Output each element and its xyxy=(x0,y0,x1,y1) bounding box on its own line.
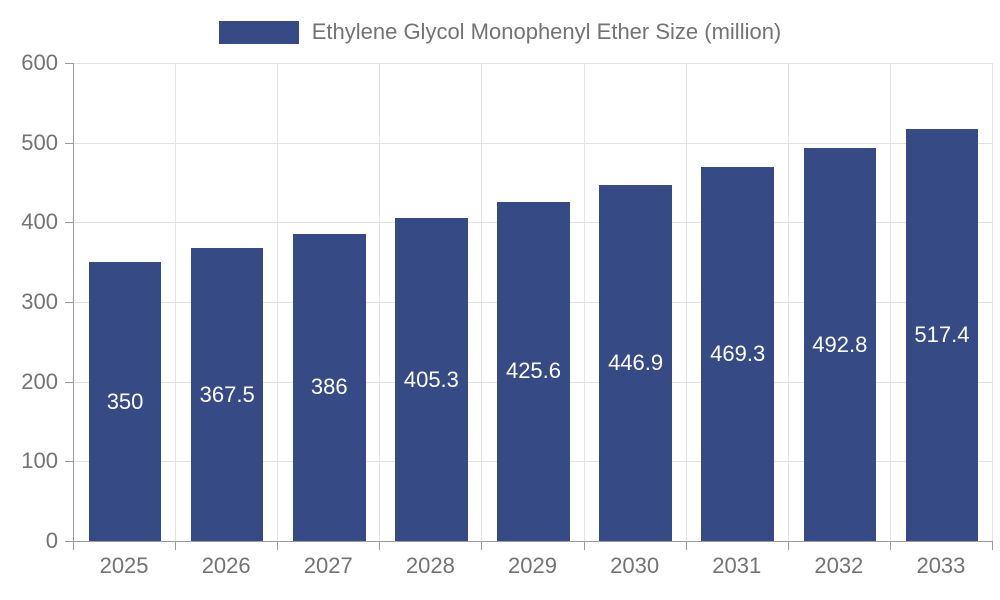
vertical-gridline xyxy=(583,63,585,541)
x-axis-tick xyxy=(379,542,381,550)
legend-swatch xyxy=(218,20,299,44)
legend-item[interactable]: Ethylene Glycol Monophenyl Ether Size (m… xyxy=(0,19,1000,45)
vertical-gridline xyxy=(685,63,687,541)
bar-value-label: 367.5 xyxy=(199,381,255,407)
vertical-gridline xyxy=(175,63,177,541)
bar-value-label: 405.3 xyxy=(403,366,459,392)
horizontal-gridline xyxy=(74,63,993,64)
y-axis-label: 200 xyxy=(21,368,58,394)
bar-band: 386 xyxy=(278,63,380,541)
y-axis-label: 600 xyxy=(21,50,58,75)
y-axis-tick xyxy=(65,142,73,144)
x-axis-tick xyxy=(277,542,279,550)
x-axis-tick xyxy=(175,542,177,550)
bar-band: 517.4 xyxy=(891,63,993,541)
bar-2031[interactable]: 469.3 xyxy=(701,167,774,541)
x-axis-tick xyxy=(583,542,585,550)
x-axis-tick xyxy=(685,542,687,550)
bar-2028[interactable]: 405.3 xyxy=(395,218,468,541)
x-axis-tick xyxy=(787,542,789,550)
x-axis-tick xyxy=(889,542,891,550)
bar-value-label: 492.8 xyxy=(812,331,868,357)
vertical-gridline xyxy=(379,63,381,541)
x-axis-label: 2029 xyxy=(508,553,557,578)
x-axis-labels: 2025 2026 2027 2028 2029 2030 2031 2032 2033 xyxy=(73,553,992,579)
x-axis-label: 2030 xyxy=(610,553,660,578)
bar-value-label: 517.4 xyxy=(914,321,970,347)
x-axis-label: 2025 xyxy=(99,553,149,578)
bar-value-label: 446.9 xyxy=(608,349,664,375)
x-axis-label: 2026 xyxy=(201,553,251,578)
bar-2029[interactable]: 425.6 xyxy=(497,201,570,541)
bar-2025[interactable]: 350 xyxy=(88,262,162,541)
bars-container: 350 367.5 386 405.3 425.6 446.9 469.3 492.8 517.… xyxy=(74,63,993,541)
y-axis-label: 500 xyxy=(21,129,58,155)
bar-band: 492.8 xyxy=(789,63,891,541)
bar-2027[interactable]: 386 xyxy=(293,233,366,541)
x-axis-label: 2028 xyxy=(405,553,455,578)
x-axis-label: 2031 xyxy=(712,553,762,578)
x-axis-tick xyxy=(73,542,74,550)
bar-value-label: 386 xyxy=(310,374,348,400)
bar-band: 446.9 xyxy=(585,63,687,541)
x-axis-label: 2032 xyxy=(814,553,864,578)
y-axis-label: 400 xyxy=(21,209,58,235)
x-axis-label: 2027 xyxy=(303,553,353,578)
bar-band: 350 xyxy=(74,63,176,541)
y-axis-tick xyxy=(65,541,73,542)
vertical-gridline xyxy=(992,63,993,541)
x-axis-label: 2033 xyxy=(916,553,966,578)
bar-value-label: 469.3 xyxy=(710,341,766,367)
y-axis-tick xyxy=(65,461,73,463)
vertical-gridline xyxy=(889,63,891,541)
vertical-gridline xyxy=(277,63,279,541)
bar-2033[interactable]: 517.4 xyxy=(905,128,979,541)
bar-band: 425.6 xyxy=(482,63,584,541)
y-axis-tick xyxy=(65,222,73,224)
bar-2026[interactable]: 367.5 xyxy=(190,248,264,541)
bar-2032[interactable]: 492.8 xyxy=(803,148,877,541)
x-axis-tick xyxy=(992,542,993,550)
bar-value-label: 350 xyxy=(106,388,144,414)
bar-band: 405.3 xyxy=(380,63,482,541)
bar-band: 367.5 xyxy=(176,63,278,541)
vertical-gridline xyxy=(787,63,789,541)
x-axis-tick xyxy=(481,542,483,550)
plot-area: 350 367.5 386 405.3 425.6 446.9 469.3 492.8 517.… xyxy=(73,63,993,542)
y-axis-tick xyxy=(65,381,73,383)
y-axis-label: 300 xyxy=(21,289,58,314)
bar-2030[interactable]: 446.9 xyxy=(599,184,672,541)
vertical-gridline xyxy=(481,63,483,541)
y-axis-label: 100 xyxy=(21,448,58,474)
y-axis-tick xyxy=(65,63,73,64)
legend-label: Ethylene Glycol Monophenyl Ether Size (m… xyxy=(311,19,782,44)
y-axis-label: 0 xyxy=(45,528,58,553)
y-axis-tick xyxy=(65,302,73,303)
horizontal-gridline xyxy=(74,142,993,144)
bar-band: 469.3 xyxy=(687,63,789,541)
bar-value-label: 425.6 xyxy=(505,358,562,384)
